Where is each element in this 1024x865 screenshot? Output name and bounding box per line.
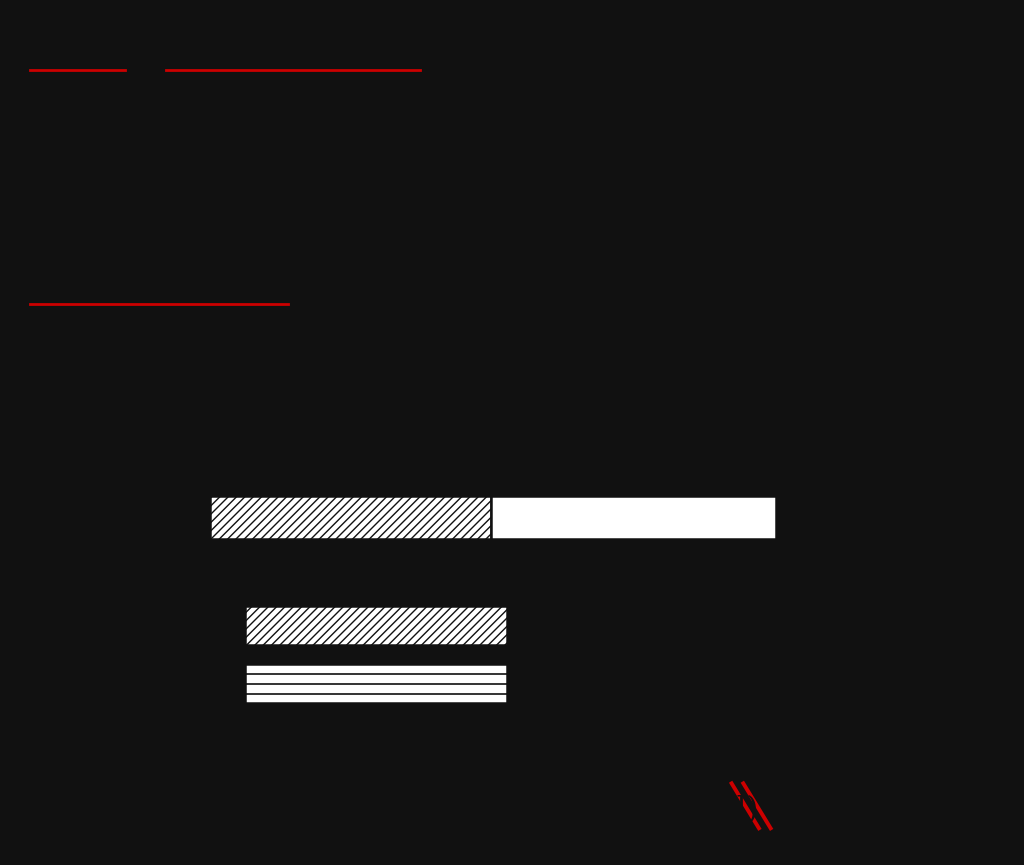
- Text: K: K: [341, 464, 359, 487]
- Text: A: A: [311, 272, 332, 300]
- Text: A: A: [125, 497, 142, 520]
- Text: difference, in two different configurations,: difference, in two different configurati…: [30, 214, 669, 241]
- Text: (d) 2 : 9: (d) 2 : 9: [715, 795, 837, 826]
- Text: $I_B$: $I_B$: [342, 371, 366, 401]
- Text: $I_B$: $I_B$: [502, 272, 524, 302]
- Text: $T_2$: $T_2$: [813, 495, 840, 522]
- Text: respectively. The ratio: respectively. The ratio: [30, 343, 357, 370]
- Text: B: B: [372, 272, 393, 300]
- Text: K: K: [366, 573, 385, 596]
- Text: is equal to: is equal to: [388, 343, 551, 370]
- Text: and: and: [458, 272, 530, 300]
- Text: A: A: [532, 214, 554, 241]
- Text: $T_1$: $T_1$: [176, 631, 203, 658]
- Text: $T_1$: $T_1$: [147, 495, 174, 522]
- Text: between heat reservoirs with the same temperature: between heat reservoirs with the same te…: [30, 155, 800, 183]
- Bar: [490, 497, 775, 540]
- Text: conductivities in the ratio 1 : 2.  They are arranged: conductivities in the ratio 1 : 2. They …: [30, 96, 786, 125]
- Bar: [210, 497, 490, 540]
- Bar: [245, 606, 507, 644]
- Text: and: and: [326, 272, 398, 300]
- Text: The rates of heat flow in: The rates of heat flow in: [30, 272, 400, 300]
- Bar: [245, 664, 507, 703]
- Text: (a) 1 : 2: (a) 1 : 2: [30, 795, 151, 826]
- Text: .: .: [608, 214, 617, 241]
- Text: and: and: [547, 214, 621, 241]
- Text: (c) 2 : 5: (c) 2 : 5: [490, 795, 609, 826]
- Text: $I_A$: $I_A$: [342, 340, 366, 370]
- Text: are: are: [386, 272, 454, 300]
- Text: B: B: [594, 214, 615, 241]
- Text: 2K: 2K: [358, 708, 392, 731]
- Text: $I_A$: $I_A$: [425, 272, 449, 302]
- Text: B: B: [154, 633, 172, 657]
- Text: $T_2$: $T_2$: [544, 631, 570, 658]
- Text: 2K: 2K: [615, 464, 650, 487]
- Text: Two rods with the same dimensions have thermal: Two rods with the same dimensions have t…: [30, 38, 762, 66]
- Text: (b) 1 : 3: (b) 1 : 3: [237, 795, 358, 826]
